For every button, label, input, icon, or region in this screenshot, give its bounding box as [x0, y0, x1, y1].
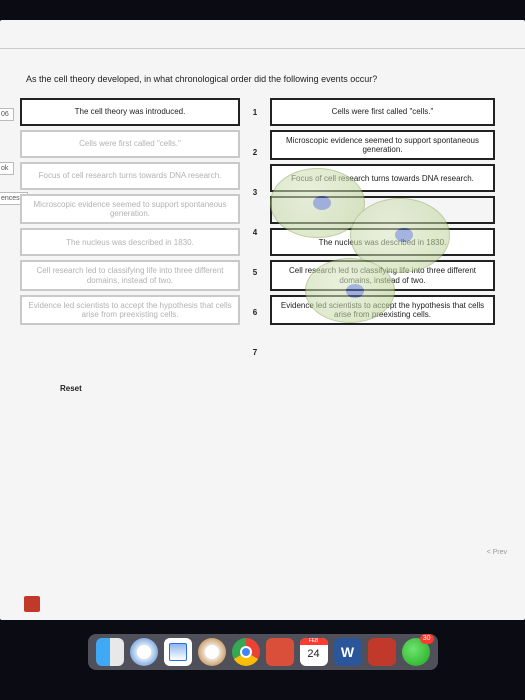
- side-tab-1[interactable]: 06: [0, 108, 14, 121]
- answer-card[interactable]: Cells were first called "cells.": [270, 98, 495, 126]
- messages-icon[interactable]: 30: [402, 638, 430, 666]
- calendar-icon[interactable]: FEB 24: [300, 638, 328, 666]
- content-area: As the cell theory developed, in what ch…: [20, 60, 515, 396]
- side-tab-2[interactable]: ok: [0, 162, 14, 175]
- slot-number: 2: [253, 138, 257, 166]
- publisher-logo: [24, 596, 40, 612]
- option-card[interactable]: Cells were first called "cells.": [20, 130, 240, 158]
- calendar-month: FEB: [300, 638, 328, 645]
- number-column: 1 2 3 4 5 6 7: [248, 98, 262, 374]
- slot-number: 6: [253, 298, 257, 326]
- question-text: As the cell theory developed, in what ch…: [26, 74, 515, 84]
- options-column: The cell theory was introduced. Cells wer…: [20, 98, 240, 374]
- answer-card[interactable]: Focus of cell research turns towards DNA…: [270, 164, 495, 192]
- app-icon[interactable]: [198, 638, 226, 666]
- work-area: The cell theory was introduced. Cells wer…: [20, 98, 515, 396]
- word-icon[interactable]: [334, 638, 362, 666]
- dock-wrap: FEB 24 30: [0, 634, 525, 670]
- prev-link[interactable]: < Prev: [487, 549, 507, 556]
- answer-card[interactable]: The nucleus was described in 1830.: [270, 228, 495, 256]
- option-card[interactable]: Focus of cell research turns towards DNA…: [20, 162, 240, 190]
- calendar-day: 24: [300, 645, 328, 666]
- header-divider: [0, 48, 525, 49]
- slot-number: 7: [253, 338, 257, 366]
- option-card[interactable]: Cell research led to classifying life in…: [20, 260, 240, 290]
- photo-frame: 06 ok ences As the cell theory developed…: [0, 0, 525, 700]
- answer-card[interactable]: Evidence led scientists to accept the hy…: [270, 295, 495, 325]
- slot-number: 3: [253, 178, 257, 206]
- option-card[interactable]: The nucleus was described in 1830.: [20, 228, 240, 256]
- chrome-icon[interactable]: [232, 638, 260, 666]
- option-card[interactable]: The cell theory was introduced.: [20, 98, 240, 126]
- slot-number: 1: [253, 98, 257, 126]
- answer-card[interactable]: Cell research led to classifying life in…: [270, 260, 495, 290]
- app-icon-3[interactable]: [368, 638, 396, 666]
- slot-number: 4: [253, 218, 257, 246]
- mac-dock: FEB 24 30: [88, 634, 438, 670]
- columns: The cell theory was introduced. Cells wer…: [20, 98, 515, 374]
- answer-card[interactable]: Microscopic evidence seemed to support s…: [270, 130, 495, 160]
- safari-icon[interactable]: [130, 638, 158, 666]
- option-card[interactable]: Microscopic evidence seemed to support s…: [20, 194, 240, 224]
- mail-icon[interactable]: [164, 638, 192, 666]
- finder-icon[interactable]: [96, 638, 124, 666]
- laptop-screen: 06 ok ences As the cell theory developed…: [0, 20, 525, 620]
- messages-badge: 30: [420, 634, 434, 644]
- empty-slot[interactable]: [270, 196, 495, 224]
- slot-number: 5: [253, 258, 257, 286]
- option-card[interactable]: Evidence led scientists to accept the hy…: [20, 295, 240, 325]
- app-icon-2[interactable]: [266, 638, 294, 666]
- reset-button[interactable]: Reset: [60, 384, 82, 393]
- answer-column: Cells were first called "cells." Microsco…: [270, 98, 495, 374]
